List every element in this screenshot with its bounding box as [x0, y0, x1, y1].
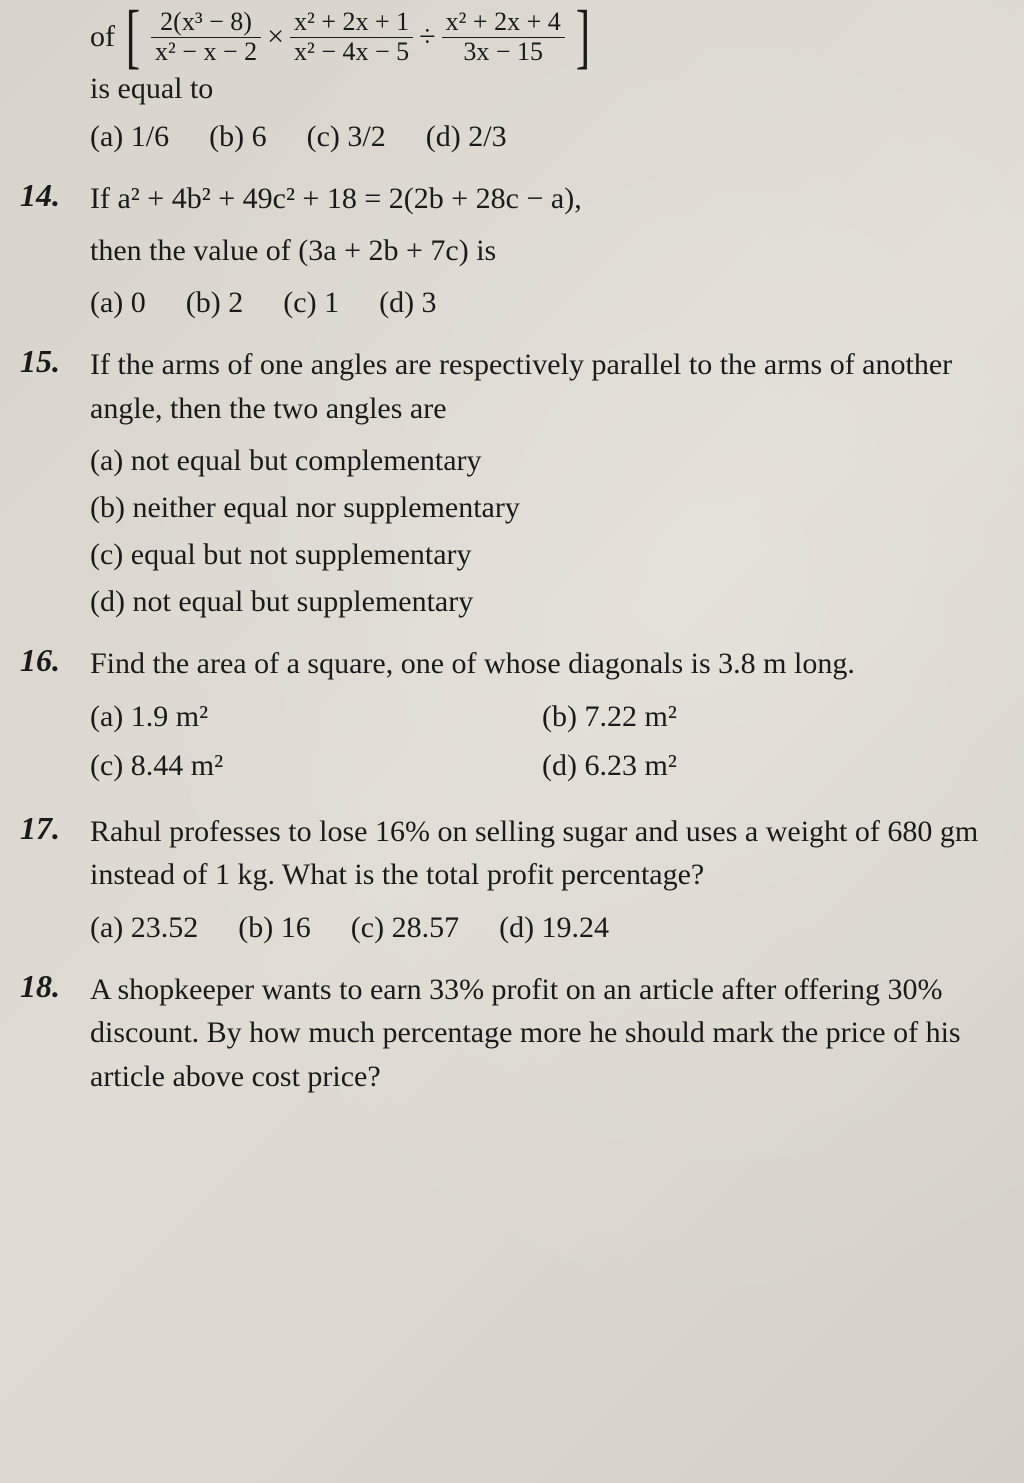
question-18: 18. A shopkeeper wants to earn 33% profi…: [30, 968, 994, 1099]
question-16: 16. Find the area of a square, one of wh…: [30, 642, 994, 792]
q15-stem: If the arms of one angles are respective…: [90, 343, 994, 430]
q13-frac2: x² + 2x + 1 x² − 4x − 5: [290, 8, 413, 66]
q14-number: 14.: [20, 177, 60, 214]
q14-opt-a: (a) 0: [90, 280, 146, 325]
q17-options: (a) 23.52 (b) 16 (c) 28.57 (d) 19.24: [90, 905, 994, 950]
q15-number: 15.: [20, 343, 60, 380]
q17-opt-a: (a) 23.52: [90, 905, 198, 950]
q17-opt-b: (b) 16: [238, 905, 310, 950]
question-15: 15. If the arms of one angles are respec…: [30, 343, 994, 624]
q13-opt-c: (c) 3/2: [307, 114, 386, 159]
q17-opt-d: (d) 19.24: [499, 905, 609, 950]
q13-opt-d: (d) 2/3: [426, 114, 507, 159]
q16-opt-c: (c) 8.44 m²: [90, 743, 542, 788]
q13-lead: of: [90, 20, 115, 54]
q14-stem2: then the value of (3a + 2b + 7c) is: [90, 229, 994, 273]
q13-frac3: x² + 2x + 4 3x − 15: [442, 8, 565, 66]
q18-number: 18.: [20, 968, 60, 1005]
q14-stem1: If a² + 4b² + 49c² + 18 = 2(2b + 28c − a…: [90, 177, 994, 221]
question-13-continuation: of [ 2(x³ − 8) x² − x − 2 × x² + 2x + 1 …: [30, 8, 994, 159]
q16-options: (a) 1.9 m² (b) 7.22 m² (c) 8.44 m² (d) 6…: [90, 694, 994, 792]
q17-number: 17.: [20, 810, 60, 847]
q13-tail: is equal to: [90, 72, 994, 106]
q13-frac1: 2(x³ − 8) x² − x − 2: [151, 8, 261, 66]
q15-opt-b: (b) neither equal nor supplementary: [90, 485, 994, 530]
q16-stem: Find the area of a square, one of whose …: [90, 642, 994, 686]
q17-opt-c: (c) 28.57: [351, 905, 459, 950]
q13-opt-b: (b) 6: [209, 114, 266, 159]
question-17: 17. Rahul professes to lose 16% on selli…: [30, 810, 994, 950]
q13-expression: of [ 2(x³ − 8) x² − x − 2 × x² + 2x + 1 …: [90, 8, 994, 66]
q14-opt-b: (b) 2: [186, 280, 243, 325]
q16-opt-a: (a) 1.9 m²: [90, 694, 542, 739]
q16-opt-d: (d) 6.23 m²: [542, 743, 994, 788]
q13-opt-a: (a) 1/6: [90, 114, 169, 159]
q16-opt-b: (b) 7.22 m²: [542, 694, 994, 739]
q14-options: (a) 0 (b) 2 (c) 1 (d) 3: [90, 280, 994, 325]
q13-op1: ×: [267, 20, 284, 54]
bracket-left-icon: [: [126, 8, 140, 66]
bracket-right-icon: ]: [576, 8, 590, 66]
q13-op2: ÷: [419, 20, 435, 54]
q13-options: (a) 1/6 (b) 6 (c) 3/2 (d) 2/3: [90, 114, 994, 159]
q15-opt-d: (d) not equal but supplementary: [90, 579, 994, 624]
q18-stem: A shopkeeper wants to earn 33% profit on…: [90, 968, 994, 1099]
q14-opt-d: (d) 3: [379, 280, 436, 325]
q16-number: 16.: [20, 642, 60, 679]
q14-opt-c: (c) 1: [283, 280, 339, 325]
q17-stem: Rahul professes to lose 16% on selling s…: [90, 810, 994, 897]
q15-opt-c: (c) equal but not supplementary: [90, 532, 994, 577]
q15-options: (a) not equal but complementary (b) neit…: [90, 438, 994, 624]
question-14: 14. If a² + 4b² + 49c² + 18 = 2(2b + 28c…: [30, 177, 994, 325]
q15-opt-a: (a) not equal but complementary: [90, 438, 994, 483]
